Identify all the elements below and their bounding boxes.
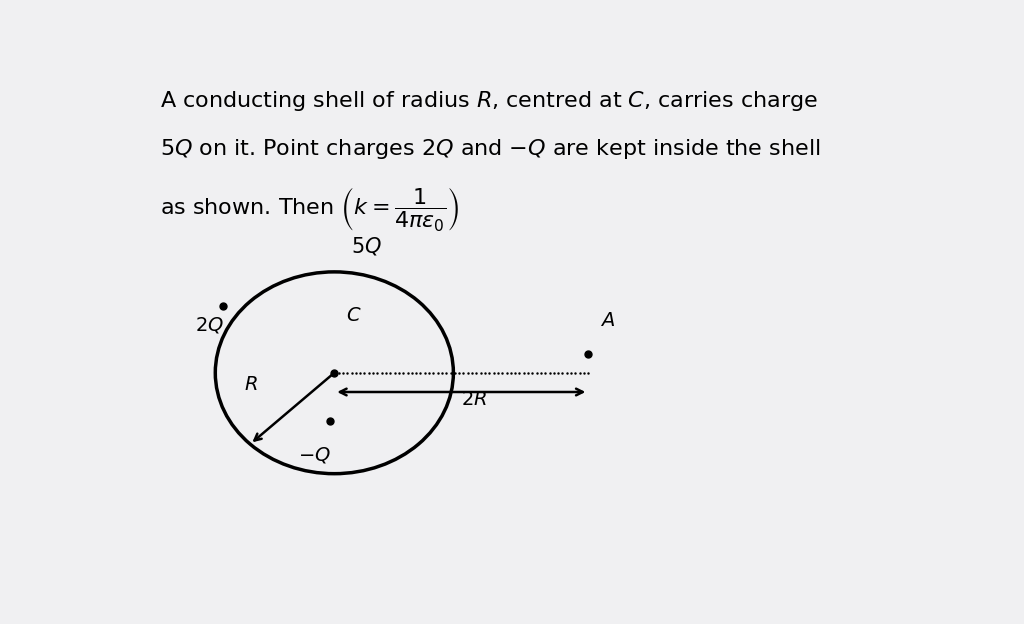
Text: as shown. Then $\left( k = \dfrac{1}{4\pi\varepsilon_0} \right)$: as shown. Then $\left( k = \dfrac{1}{4\p…	[160, 185, 460, 233]
Text: $R$: $R$	[244, 374, 258, 394]
Text: A conducting shell of radius $R$, centred at $C$, carries charge: A conducting shell of radius $R$, centre…	[160, 89, 818, 114]
Text: $5Q$: $5Q$	[350, 235, 382, 258]
Text: $C$: $C$	[346, 306, 361, 324]
Text: $A$: $A$	[600, 311, 615, 329]
Text: $2R$: $2R$	[461, 389, 487, 409]
Text: $-Q$: $-Q$	[298, 445, 331, 465]
Text: $2Q$: $2Q$	[196, 315, 224, 335]
Text: 5$Q$ on it. Point charges 2$Q$ and $-Q$ are kept inside the shell: 5$Q$ on it. Point charges 2$Q$ and $-Q$ …	[160, 137, 820, 162]
